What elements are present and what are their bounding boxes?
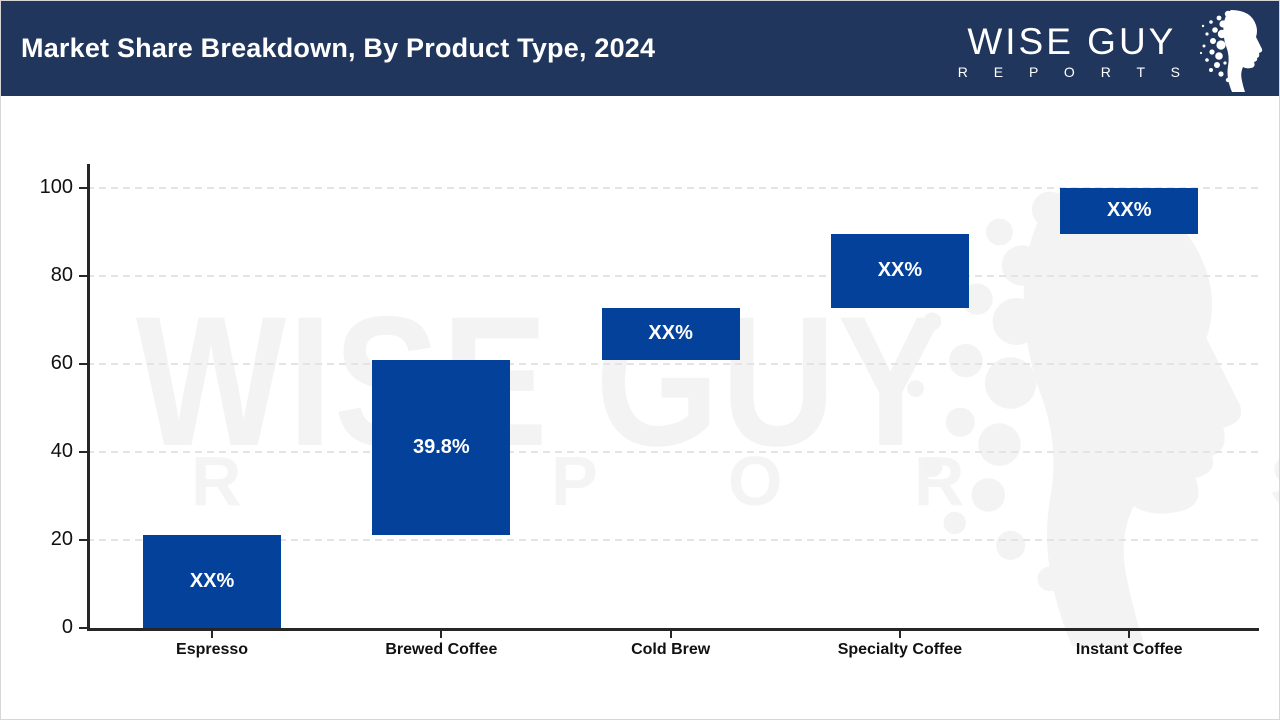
bar-value-label: XX% <box>648 322 693 345</box>
bar-espresso: XX% <box>143 534 282 628</box>
y-tick-label: 20 <box>50 528 73 550</box>
gridline-y60 <box>87 363 1259 365</box>
y-tick-label: 60 <box>50 352 73 374</box>
x-axis-label: Espresso <box>176 641 249 658</box>
gridline-y80 <box>87 275 1259 277</box>
logo: WISE GUY R E P O R T S <box>953 6 1267 92</box>
y-tick <box>79 539 87 541</box>
bar-value-label: XX% <box>1107 199 1152 222</box>
logo-wordmark-line2: R E P O R T S <box>957 63 1191 80</box>
x-tick <box>211 630 214 638</box>
logo-wordmark: WISE GUY R E P O R T S <box>953 23 1191 79</box>
x-tick <box>669 630 672 638</box>
logo-wordmark-line1: WISE GUY <box>967 20 1177 62</box>
bar-instant-coffee: XX% <box>1060 188 1199 234</box>
x-tick <box>440 630 443 638</box>
y-tick-label: 100 <box>39 176 73 198</box>
page-title: Market Share Breakdown, By Product Type,… <box>21 33 656 63</box>
x-tick <box>1128 630 1131 638</box>
x-axis-line <box>87 628 1259 631</box>
x-axis-label: Brewed Coffee <box>385 641 498 658</box>
bar-value-label: XX% <box>877 259 923 282</box>
bar-specialty-coffee: XX% <box>830 233 969 308</box>
y-tick-label: 80 <box>50 264 73 286</box>
logo-face-icon <box>1199 9 1263 92</box>
y-axis-line <box>87 164 90 630</box>
y-tick <box>79 275 87 277</box>
bar-cold-brew: XX% <box>601 307 740 360</box>
x-axis-label: Specialty Coffee <box>837 641 963 658</box>
gridline-y100 <box>87 187 1259 189</box>
bar-value-label: XX% <box>189 569 235 592</box>
y-tick <box>79 627 87 629</box>
x-tick <box>898 630 901 638</box>
y-tick <box>79 363 87 365</box>
y-tick-label: 40 <box>50 440 73 462</box>
header: Market Share Breakdown, By Product Type,… <box>1 1 1279 96</box>
x-axis-label: Instant Coffee <box>1075 641 1183 658</box>
y-tick-label: 0 <box>61 616 73 638</box>
bar-value-label: 39.8% <box>412 435 470 458</box>
x-axis-label: Cold Brew <box>631 641 711 658</box>
bar-brewed-coffee: 39.8% <box>372 359 511 535</box>
gridline-y40 <box>87 451 1259 453</box>
gridline-y20 <box>87 539 1259 541</box>
y-tick <box>79 451 87 453</box>
y-tick <box>79 187 87 189</box>
chart-area: WISE GUY R E P O R T S 0 20 40 60 80 100 XX% Es… <box>1 96 1279 719</box>
